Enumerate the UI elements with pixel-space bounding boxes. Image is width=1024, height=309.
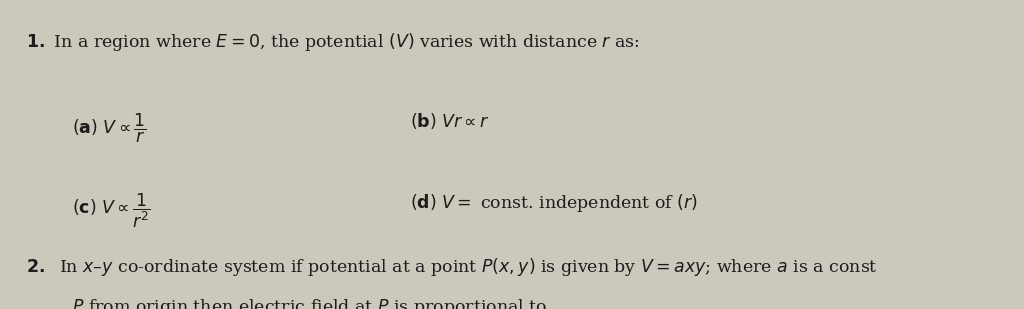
Text: $\mathbf{1.}$ In a region where $E=0$, the potential $(V)$ varies with distance : $\mathbf{1.}$ In a region where $E=0$, t… bbox=[26, 31, 639, 53]
Text: $P$ from origin then electric field at $P$ is proportional to: $P$ from origin then electric field at $… bbox=[72, 297, 547, 309]
Text: $(\mathbf{b})$ $Vr\propto r$: $(\mathbf{b})$ $Vr\propto r$ bbox=[410, 111, 489, 131]
Text: $(\mathbf{d})$ $V=$ const. independent of $(r)$: $(\mathbf{d})$ $V=$ const. independent o… bbox=[410, 192, 697, 214]
Text: $(\mathbf{a})$ $V\propto\dfrac{1}{r}$: $(\mathbf{a})$ $V\propto\dfrac{1}{r}$ bbox=[72, 111, 146, 145]
Text: $(\mathbf{c})$ $V\propto\dfrac{1}{r^2}$: $(\mathbf{c})$ $V\propto\dfrac{1}{r^2}$ bbox=[72, 192, 151, 230]
Text: $\mathbf{2.}$  In $x$–$y$ co-ordinate system if potential at a point $P(x, y)$ i: $\mathbf{2.}$ In $x$–$y$ co-ordinate sys… bbox=[26, 256, 878, 278]
